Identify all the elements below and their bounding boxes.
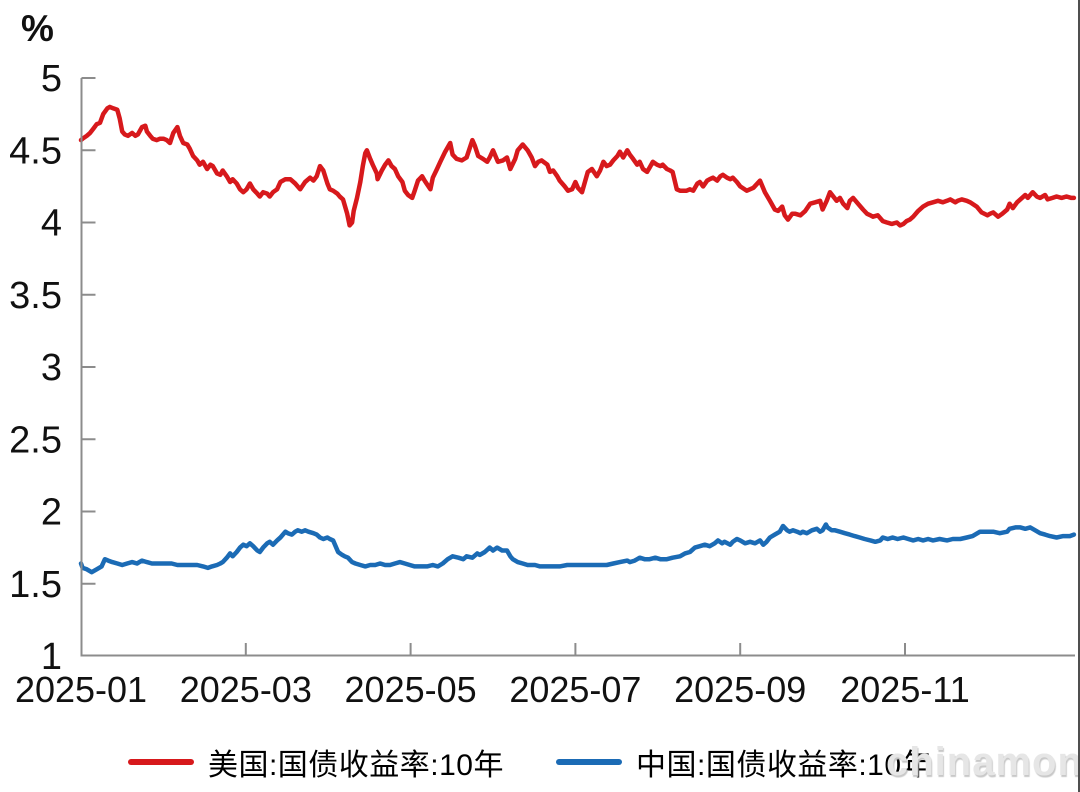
y-tick-label: 5 — [41, 58, 62, 100]
x-tick-label: 2025-01 — [15, 669, 147, 710]
x-tick-label: 2025-07 — [509, 669, 641, 710]
legend-line-us-10y-icon — [127, 759, 194, 765]
y-tick-label: 1.5 — [9, 564, 62, 606]
legend-item-us-10y: 美国:国债收益率:10年 — [127, 740, 504, 784]
y-tick-label: 3 — [41, 347, 62, 389]
y-tick-label: 3.5 — [9, 275, 62, 317]
legend-line-cn-10y-icon — [556, 759, 622, 765]
legend-label-us-10y: 美国:国债收益率:10年 — [207, 749, 504, 782]
y-tick-label: 1 — [41, 636, 62, 678]
series-line-us-10y — [78, 104, 1077, 228]
x-tick-label: 2025-09 — [674, 669, 806, 710]
x-tick-label: 2025-05 — [345, 669, 477, 710]
y-axis-unit-label: % — [21, 8, 54, 49]
chart-legend: 美国:国债收益率:10年 中国:国债收益率:10年 — [0, 740, 1060, 784]
series-layer — [78, 104, 1077, 575]
axis-ticks-layer — [81, 77, 906, 655]
y-tick-label: 4.5 — [9, 130, 62, 172]
y-tick-label: 2 — [41, 492, 62, 534]
y-tick-label: 2.5 — [9, 419, 62, 461]
x-tick-label: 2025-11 — [840, 669, 969, 710]
x-tick-label: 2025-03 — [180, 669, 312, 710]
image-right-edge — [1078, 0, 1080, 792]
legend-label-cn-10y: 中国:国债收益率:10年 — [636, 749, 933, 782]
series-line-cn-10y — [78, 522, 1077, 575]
y-tick-label: 4 — [41, 203, 62, 245]
legend-item-cn-10y: 中国:国债收益率:10年 — [556, 740, 932, 784]
